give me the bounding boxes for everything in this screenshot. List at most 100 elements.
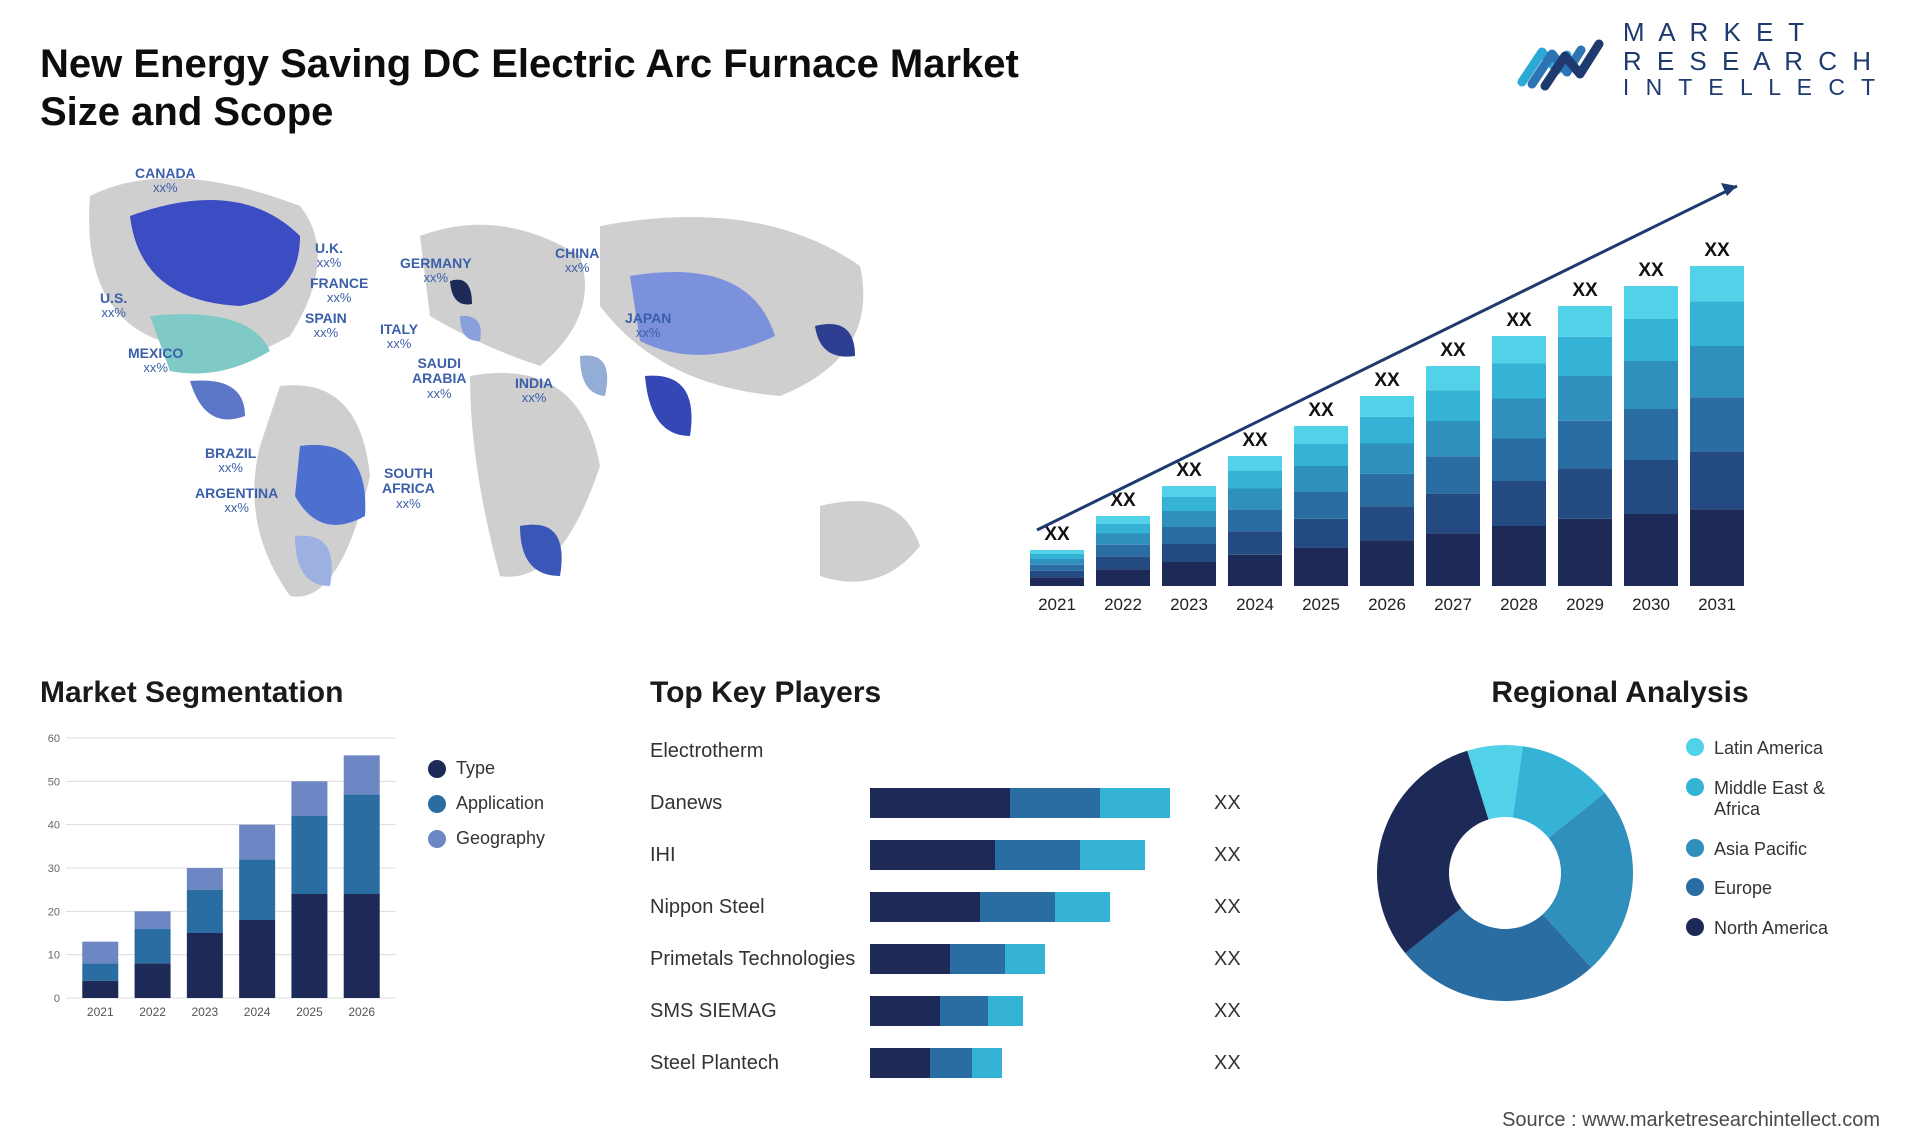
map-country-label: ARGENTINAxx% (195, 486, 278, 516)
players-panel: Top Key Players Electrotherm DanewsXX IHI X… (650, 676, 1330, 1106)
source-label: Source : www.marketresearchintellect.com (1502, 1109, 1880, 1132)
svg-text:30: 30 (48, 863, 60, 875)
regional-legend-item: Middle East & Africa (1686, 778, 1874, 821)
player-value: XX (1214, 896, 1241, 919)
regional-donut-chart (1360, 728, 1650, 1018)
svg-text:2022: 2022 (1104, 595, 1142, 614)
map-country-label: SAUDIARABIAxx% (412, 356, 466, 401)
regional-legend-item: North America (1686, 918, 1874, 940)
logo-mark-icon (1517, 22, 1607, 96)
svg-text:2026: 2026 (348, 1005, 375, 1019)
growth-chart-panel: XX2021XX2022XX2023XX2024XX2025XX2026XX20… (1000, 146, 1880, 646)
map-country-label: FRANCExx% (310, 276, 368, 306)
regional-panel: Regional Analysis Latin America Middle Ea… (1360, 676, 1880, 1106)
segmentation-legend-item: Application (428, 793, 545, 814)
svg-text:10: 10 (48, 950, 60, 962)
segmentation-title: Market Segmentation (40, 676, 620, 710)
svg-text:2021: 2021 (87, 1005, 114, 1019)
player-bar (870, 1048, 1002, 1078)
svg-text:20: 20 (48, 906, 60, 918)
player-row: Nippon Steel XX (650, 884, 1330, 930)
svg-text:XX: XX (1638, 260, 1664, 281)
player-row: Electrotherm (650, 728, 1330, 774)
regional-legend-item: Asia Pacific (1686, 839, 1874, 861)
svg-text:XX: XX (1506, 310, 1532, 331)
world-map-panel: CANADAxx%U.S.xx%MEXICOxx%BRAZILxx%ARGENT… (40, 146, 960, 646)
segmentation-legend-item: Type (428, 758, 545, 779)
player-name: Nippon Steel (650, 896, 870, 919)
segmentation-legend-item: Geography (428, 828, 545, 849)
svg-text:2022: 2022 (139, 1005, 166, 1019)
map-country-label: MEXICOxx% (128, 346, 183, 376)
players-list: ElectrothermDanewsXXIHIXXNippon SteelXXP… (650, 728, 1330, 1086)
svg-text:XX: XX (1704, 240, 1730, 261)
map-country-label: SPAINxx% (305, 311, 347, 341)
map-country-label: INDIAxx% (515, 376, 553, 406)
player-row: Steel Plantech XX (650, 1040, 1330, 1086)
player-value: XX (1214, 948, 1241, 971)
svg-text:0: 0 (54, 993, 60, 1005)
segmentation-panel: Market Segmentation 0 10 20 30 40 50 60 2021 202… (40, 676, 620, 1106)
regional-legend-item: Europe (1686, 878, 1874, 900)
world-map-graphic (40, 146, 960, 646)
player-value: XX (1214, 1000, 1241, 1023)
svg-text:XX: XX (1440, 340, 1466, 361)
segmentation-chart: 0 10 20 30 40 50 60 2021 2022 2023 2024 2025 2026 (40, 728, 400, 1028)
svg-text:2028: 2028 (1500, 595, 1538, 614)
segmentation-legend: Type Application Geography (428, 728, 545, 863)
svg-text:2026: 2026 (1368, 595, 1406, 614)
svg-text:50: 50 (48, 776, 60, 788)
svg-text:2023: 2023 (192, 1005, 219, 1019)
player-value: XX (1214, 1052, 1241, 1075)
svg-text:2029: 2029 (1566, 595, 1604, 614)
svg-text:2025: 2025 (296, 1005, 323, 1019)
svg-text:2024: 2024 (244, 1005, 271, 1019)
brand-logo: M A R K E T R E S E A R C H I N T E L L … (1517, 18, 1880, 100)
players-title: Top Key Players (650, 676, 1330, 710)
regional-title: Regional Analysis (1360, 676, 1880, 710)
map-country-label: SOUTHAFRICAxx% (382, 466, 435, 511)
map-country-label: GERMANYxx% (400, 256, 472, 286)
page-title: New Energy Saving DC Electric Arc Furnac… (40, 40, 1060, 136)
regional-legend-item: Latin America (1686, 738, 1874, 760)
player-bar (870, 944, 1045, 974)
player-name: Primetals Technologies (650, 948, 870, 971)
player-row: DanewsXX (650, 780, 1330, 826)
svg-text:XX: XX (1374, 370, 1400, 391)
player-bar (870, 996, 1023, 1026)
player-name: IHI (650, 844, 870, 867)
logo-line2: R E S E A R C H (1623, 47, 1880, 76)
player-name: SMS SIEMAG (650, 1000, 870, 1023)
player-row: Primetals Technologies XX (650, 936, 1330, 982)
map-country-label: U.K.xx% (315, 241, 343, 271)
player-row: SMS SIEMAG XX (650, 988, 1330, 1034)
map-country-label: BRAZILxx% (205, 446, 256, 476)
svg-text:60: 60 (48, 733, 60, 745)
map-country-label: CANADAxx% (135, 166, 196, 196)
growth-bar-chart: XX2021XX2022XX2023XX2024XX2025XX2026XX20… (1000, 146, 1820, 636)
svg-text:2021: 2021 (1038, 595, 1076, 614)
player-name: Electrotherm (650, 740, 870, 763)
player-row: IHI XX (650, 832, 1330, 878)
player-value: XX (1214, 792, 1241, 815)
player-bar (870, 788, 1170, 818)
player-value: XX (1214, 844, 1241, 867)
svg-text:XX: XX (1176, 460, 1202, 481)
svg-text:2024: 2024 (1236, 595, 1274, 614)
regional-legend: Latin America Middle East & Africa Asia Pa… (1686, 728, 1874, 1018)
svg-text:XX: XX (1308, 400, 1334, 421)
logo-line1: M A R K E T (1623, 18, 1880, 47)
svg-text:XX: XX (1572, 280, 1598, 301)
player-bar (870, 892, 1110, 922)
svg-text:2023: 2023 (1170, 595, 1208, 614)
logo-line3: I N T E L L E C T (1623, 75, 1880, 100)
player-name: Steel Plantech (650, 1052, 870, 1075)
svg-text:2030: 2030 (1632, 595, 1670, 614)
svg-text:40: 40 (48, 820, 60, 832)
svg-text:2031: 2031 (1698, 595, 1736, 614)
map-country-label: ITALYxx% (380, 322, 418, 352)
svg-text:XX: XX (1044, 524, 1070, 545)
map-country-label: CHINAxx% (555, 246, 599, 276)
map-country-label: JAPANxx% (625, 311, 671, 341)
svg-text:2027: 2027 (1434, 595, 1472, 614)
